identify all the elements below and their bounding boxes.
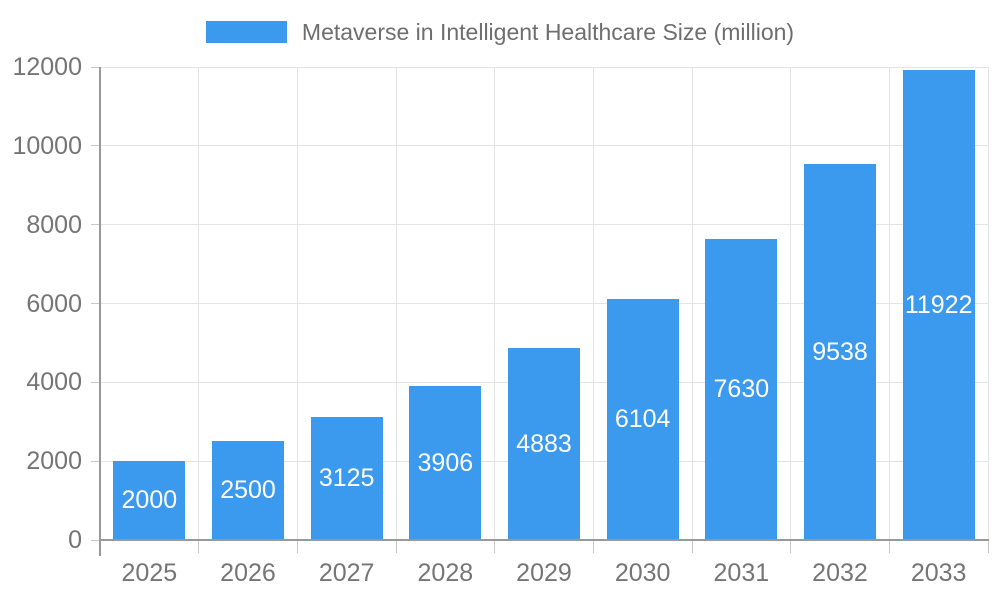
x-axis-label: 2030	[614, 559, 671, 587]
x-axis-label: 2031	[713, 559, 770, 587]
y-axis-tick	[91, 145, 100, 147]
bar[interactable]: 2000	[113, 461, 186, 540]
y-axis-label: 12000	[12, 53, 82, 81]
y-axis-tick	[91, 381, 100, 383]
gridline-vertical	[888, 67, 890, 540]
y-axis-label: 6000	[26, 289, 82, 318]
bar[interactable]: 6104	[606, 299, 679, 540]
x-axis-label: 2027	[318, 559, 375, 587]
bar-value-label: 2500	[220, 476, 276, 504]
bar-value-label: 4883	[516, 429, 572, 458]
y-axis-label: 8000	[26, 210, 82, 239]
x-axis-label: 2026	[220, 559, 276, 587]
gridline-horizontal	[100, 145, 988, 147]
x-axis-tick	[592, 540, 594, 553]
y-axis-tick	[91, 539, 100, 541]
y-axis-label: 10000	[12, 131, 82, 160]
gridline-vertical	[296, 67, 298, 540]
bar[interactable]: 7630	[705, 239, 778, 540]
bar[interactable]: 3125	[310, 417, 383, 540]
x-axis-tick	[296, 540, 298, 553]
gridline-vertical	[592, 67, 594, 540]
gridline-vertical	[395, 67, 397, 540]
x-axis-label: 2029	[516, 559, 572, 587]
y-axis-label: 4000	[26, 368, 82, 397]
bar-value-label: 2000	[121, 486, 178, 514]
x-axis-tick	[691, 540, 693, 553]
y-axis-line	[99, 67, 101, 556]
bar-value-label: 3125	[318, 464, 375, 492]
x-axis-tick	[198, 540, 200, 553]
bar-value-label: 3906	[417, 448, 474, 477]
legend: Metaverse in Intelligent Healthcare Size…	[0, 19, 1000, 45]
gridline-vertical	[987, 67, 989, 540]
bar[interactable]: 4883	[508, 348, 580, 540]
y-axis-label: 2000	[26, 447, 82, 476]
x-axis-tick	[494, 540, 496, 553]
bar-value-label: 7630	[713, 375, 770, 403]
gridline-horizontal	[100, 224, 988, 226]
chart-title: Metaverse in Intelligent Healthcare Size…	[301, 19, 795, 45]
gridline-vertical	[198, 67, 200, 540]
x-axis-label: 2028	[417, 559, 474, 587]
x-axis-tick	[987, 540, 989, 553]
x-axis-tick	[888, 540, 890, 553]
y-axis-tick	[91, 224, 100, 226]
legend-swatch	[205, 21, 287, 43]
gridline-horizontal	[100, 66, 988, 68]
x-axis-tick	[395, 540, 397, 553]
bar[interactable]: 2500	[212, 441, 284, 540]
x-axis-tick	[790, 540, 792, 553]
y-axis-label: 0	[68, 526, 82, 554]
gridline-vertical	[691, 67, 693, 540]
y-axis-tick	[91, 460, 100, 462]
x-axis-line	[99, 539, 989, 541]
x-axis-label: 2025	[121, 559, 178, 587]
bar-value-label: 9538	[812, 337, 868, 366]
y-axis-tick	[91, 66, 100, 68]
gridline-horizontal	[100, 303, 988, 304]
bar-value-label: 11922	[904, 290, 973, 319]
gridline-vertical	[494, 67, 496, 540]
plot-area: 0 2000 4000 6000 8000 10000 12000 2000 2500 3125 3…	[12, 53, 989, 587]
bar[interactable]: 11922	[902, 70, 975, 540]
bar[interactable]: 3906	[409, 386, 482, 540]
bar-value-label: 6104	[614, 405, 671, 433]
x-axis-label: 2033	[910, 559, 967, 587]
bar[interactable]: 9538	[804, 164, 876, 540]
y-axis-tick	[91, 303, 100, 304]
x-axis-label: 2032	[812, 559, 868, 587]
gridline-vertical	[790, 67, 792, 540]
